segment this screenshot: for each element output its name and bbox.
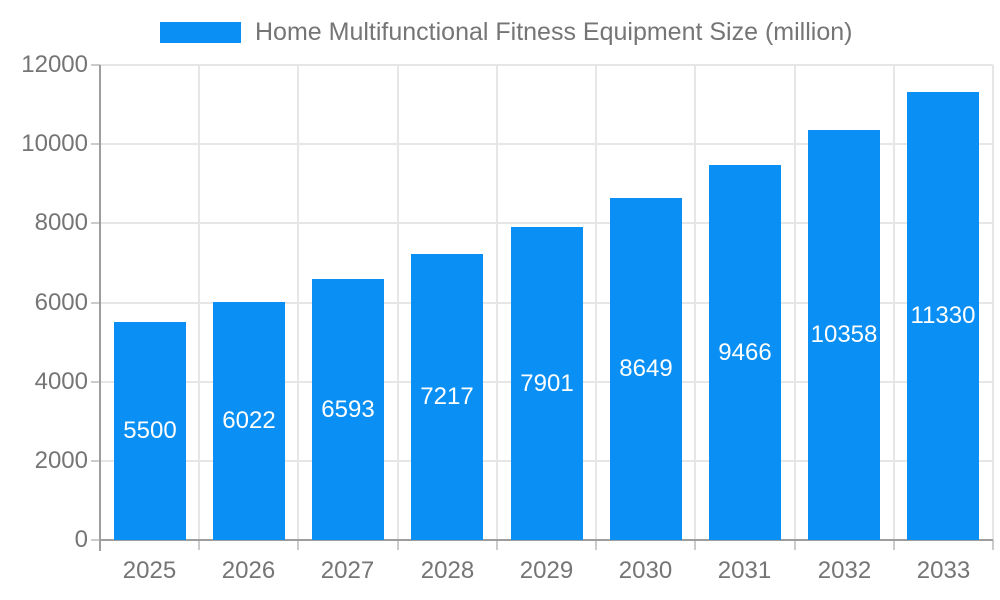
x-gridline xyxy=(297,65,299,540)
bar-value-label: 10358 xyxy=(810,321,878,348)
y-axis-label: 0 xyxy=(74,526,88,553)
y-tick xyxy=(91,539,100,541)
x-tick xyxy=(297,540,299,550)
bar-2032[interactable] xyxy=(808,130,880,540)
y-tick xyxy=(91,143,100,145)
x-gridline xyxy=(893,65,895,540)
x-tick xyxy=(198,540,200,550)
x-gridline xyxy=(496,65,498,540)
y-tick xyxy=(91,381,100,383)
y-gridline xyxy=(100,64,993,66)
x-axis-label: 2027 xyxy=(320,557,375,584)
bar-2028[interactable] xyxy=(411,254,483,540)
bar-value-label: 9466 xyxy=(718,339,772,366)
bar-value-label: 6593 xyxy=(321,396,375,423)
bar-value-label: 11330 xyxy=(910,302,976,329)
x-gridline xyxy=(694,65,696,540)
x-axis-label: 2026 xyxy=(221,557,276,584)
bar-value-label: 7217 xyxy=(420,383,474,410)
x-gridline xyxy=(992,65,994,540)
bar-value-label: 8649 xyxy=(619,355,673,382)
x-axis-label: 2025 xyxy=(122,557,177,584)
y-axis-label: 6000 xyxy=(34,289,88,316)
y-axis-label: 8000 xyxy=(34,209,88,236)
y-tick xyxy=(91,460,100,462)
x-axis-line xyxy=(100,539,993,541)
x-axis-label: 2032 xyxy=(817,557,872,584)
y-tick xyxy=(91,64,100,66)
x-gridline xyxy=(595,65,597,540)
y-axis-label: 12000 xyxy=(21,51,88,78)
y-gridline xyxy=(100,222,993,224)
bar-2025[interactable] xyxy=(114,322,186,540)
bar-2027[interactable] xyxy=(312,279,384,540)
x-axis-label: 2028 xyxy=(420,557,475,584)
bar-value-label: 5500 xyxy=(123,417,177,444)
bar-value-label: 7901 xyxy=(520,370,574,397)
x-axis-label: 2030 xyxy=(618,557,673,584)
x-gridline xyxy=(794,65,796,540)
legend-swatch-icon xyxy=(160,22,241,43)
bar-2026[interactable] xyxy=(213,302,285,540)
bar-2031[interactable] xyxy=(709,165,781,540)
x-tick xyxy=(794,540,796,550)
x-tick xyxy=(496,540,498,550)
bar-2030[interactable] xyxy=(610,198,682,540)
bar-2033[interactable] xyxy=(907,92,979,540)
y-axis-label: 4000 xyxy=(34,368,88,395)
x-tick xyxy=(893,540,895,550)
legend-label[interactable]: Home Multifunctional Fitness Equipment S… xyxy=(255,18,853,46)
y-axis-line xyxy=(99,65,101,551)
y-gridline xyxy=(100,143,993,145)
x-tick xyxy=(992,540,994,550)
x-tick xyxy=(397,540,399,550)
bar-2029[interactable] xyxy=(511,227,583,540)
x-axis-label: 2029 xyxy=(519,557,574,584)
x-tick xyxy=(595,540,597,550)
x-axis-label: 2033 xyxy=(916,557,971,584)
y-axis-label: 10000 xyxy=(21,130,88,157)
y-axis-label: 2000 xyxy=(34,447,88,474)
bar-value-label: 6022 xyxy=(222,407,276,434)
y-tick xyxy=(91,222,100,224)
x-gridline xyxy=(198,65,200,540)
x-axis-label: 2031 xyxy=(717,557,772,584)
x-tick xyxy=(694,540,696,550)
x-gridline xyxy=(397,65,399,540)
y-tick xyxy=(91,302,100,304)
